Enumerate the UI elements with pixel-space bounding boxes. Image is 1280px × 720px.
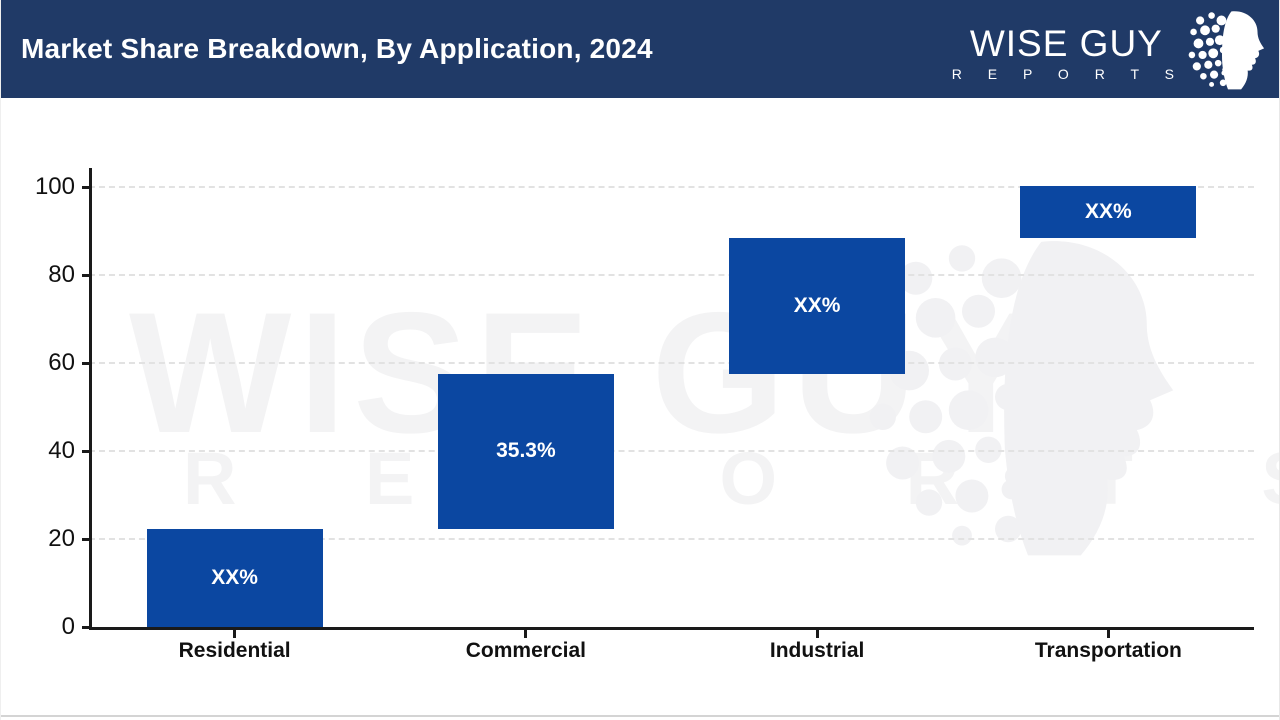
gridline-40 (89, 450, 1254, 452)
x-axis-line (89, 627, 1254, 630)
y-axis-tick-label-40: 40 (48, 437, 75, 464)
gridline-100 (89, 186, 1254, 188)
y-axis-tick-label-0: 0 (61, 613, 75, 640)
y-axis-tick-label-20: 20 (48, 525, 75, 552)
x-axis-tick-commercial (524, 630, 528, 638)
logo-head-icon (1187, 6, 1269, 94)
y-axis-tick-100 (82, 186, 89, 189)
bar-value-label-commercial: 35.3% (496, 439, 556, 463)
y-axis-line (89, 168, 92, 630)
logo-line2: R E P O R T S (951, 66, 1185, 82)
y-axis-tick-60 (82, 362, 89, 365)
y-axis-tick-label-100: 100 (34, 173, 75, 200)
wise-guy-logo: WISE GUY R E P O R T S (948, 6, 1269, 94)
y-axis-tick-label-60: 60 (48, 349, 75, 376)
x-axis-category-label-residential: Residential (178, 639, 291, 662)
bar-value-label-industrial: XX% (793, 293, 841, 317)
page-title: Market Share Breakdown, By Application, … (21, 33, 653, 64)
y-axis-tick-0 (82, 626, 89, 629)
x-axis-category-label-transportation: Transportation (1034, 639, 1182, 662)
bar-value-label-residential: XX% (211, 565, 258, 589)
bar-residential: XX% (146, 528, 323, 627)
y-axis-tick-80 (82, 274, 89, 277)
gridline-20 (89, 538, 1254, 540)
bar-commercial: 35.3% (437, 373, 614, 529)
bottom-divider (1, 715, 1279, 717)
y-axis-tick-20 (82, 538, 89, 541)
logo-line1: WISE GUY (969, 23, 1163, 64)
x-axis-category-label-industrial: Industrial (769, 639, 865, 662)
bar-industrial: XX% (729, 237, 906, 374)
bar-transportation: XX% (1020, 186, 1197, 238)
logo-wordmark: WISE GUY R E P O R T S (948, 25, 1185, 81)
gridline-80 (89, 274, 1254, 276)
x-axis-tick-residential (233, 630, 237, 638)
bar-value-label-transportation: XX% (1085, 199, 1132, 223)
header-bar: Market Share Breakdown, By Application, … (1, 0, 1279, 98)
gridline-60 (89, 362, 1254, 364)
x-axis-tick-transportation (1106, 630, 1110, 638)
x-axis-category-label-commercial: Commercial (465, 639, 586, 662)
y-axis-tick-label-80: 80 (48, 261, 75, 288)
x-axis-tick-industrial (815, 630, 819, 638)
watermark-head-icon (863, 213, 1193, 581)
y-axis-tick-40 (82, 450, 89, 453)
